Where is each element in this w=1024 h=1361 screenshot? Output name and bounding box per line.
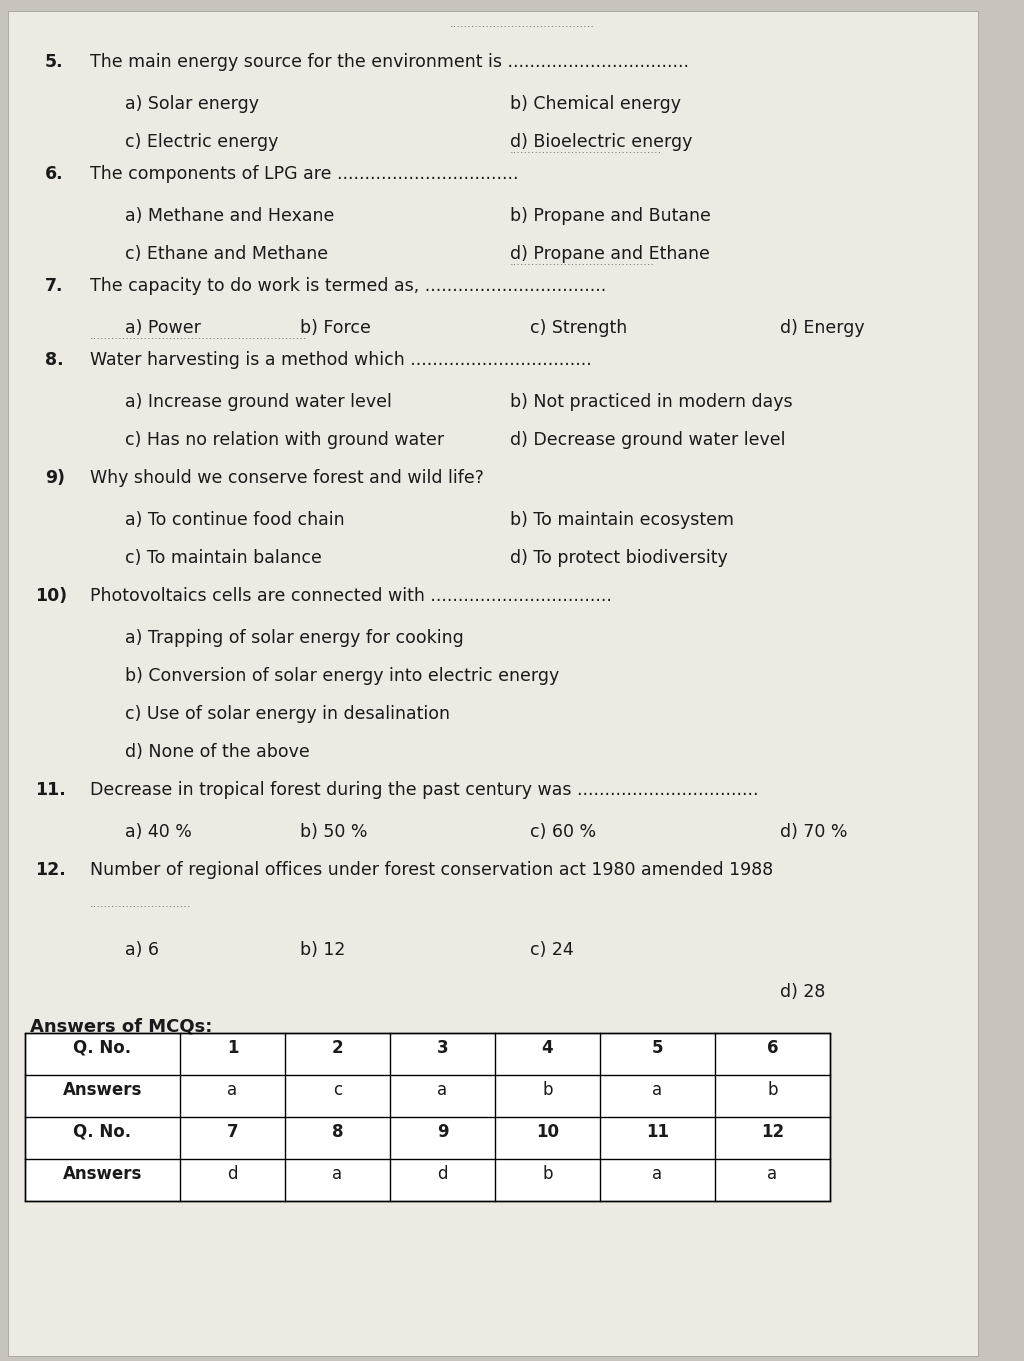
Text: 11.: 11. (35, 781, 66, 799)
Text: d: d (437, 1165, 447, 1183)
Text: Decrease in tropical forest during the past century was ........................: Decrease in tropical forest during the p… (90, 781, 759, 799)
Text: d) To protect biodiversity: d) To protect biodiversity (510, 548, 728, 568)
Text: d) Bioelectric energy: d) Bioelectric energy (510, 133, 692, 151)
Text: a: a (652, 1081, 663, 1098)
Text: 6.: 6. (45, 165, 63, 182)
Text: 1: 1 (226, 1038, 239, 1057)
Text: b) Propane and Butane: b) Propane and Butane (510, 207, 711, 225)
Text: Answers of MCQs:: Answers of MCQs: (30, 1018, 212, 1036)
Text: a: a (437, 1081, 447, 1098)
Text: 11: 11 (646, 1123, 669, 1141)
Text: The components of LPG are .................................: The components of LPG are ..............… (90, 165, 518, 182)
Bar (25, 1033, 830, 1075)
Text: Q. No.: Q. No. (74, 1123, 131, 1141)
Text: b) 12: b) 12 (300, 940, 345, 960)
Text: a: a (652, 1165, 663, 1183)
Text: Number of regional offices under forest conservation act 1980 amended 1988: Number of regional offices under forest … (90, 862, 773, 879)
Text: d) Energy: d) Energy (780, 318, 864, 338)
Text: 3: 3 (436, 1038, 449, 1057)
Text: d) Decrease ground water level: d) Decrease ground water level (510, 431, 785, 449)
Text: b) Force: b) Force (300, 318, 371, 338)
Text: d) 28: d) 28 (780, 983, 825, 1000)
Text: ............................................................: ........................................… (90, 331, 307, 342)
Text: 8.: 8. (45, 351, 63, 369)
Text: 4: 4 (542, 1038, 553, 1057)
Bar (25, 1033, 830, 1200)
Text: a) Solar energy: a) Solar energy (125, 95, 259, 113)
Text: c) Ethane and Methane: c) Ethane and Methane (125, 245, 328, 263)
Text: c) 60 %: c) 60 % (530, 823, 596, 841)
Text: a) Trapping of solar energy for cooking: a) Trapping of solar energy for cooking (125, 629, 464, 646)
Text: d) 70 %: d) 70 % (780, 823, 848, 841)
Text: c) To maintain balance: c) To maintain balance (125, 548, 322, 568)
Text: ............................: ............................ (90, 900, 191, 909)
Text: c) Use of solar energy in desalination: c) Use of solar energy in desalination (125, 705, 450, 723)
Text: a) 40 %: a) 40 % (125, 823, 191, 841)
Text: Why should we conserve forest and wild life?: Why should we conserve forest and wild l… (90, 470, 484, 487)
Text: b: b (543, 1081, 553, 1098)
Text: a: a (227, 1081, 238, 1098)
Text: Answers: Answers (62, 1081, 142, 1098)
Text: 8: 8 (332, 1123, 343, 1141)
Text: a) Methane and Hexane: a) Methane and Hexane (125, 207, 335, 225)
Text: ..........................................: ........................................… (510, 146, 663, 155)
Text: 12: 12 (761, 1123, 784, 1141)
Text: 6: 6 (767, 1038, 778, 1057)
Text: b: b (767, 1081, 778, 1098)
Text: a) To continue food chain: a) To continue food chain (125, 510, 345, 529)
Text: c) Has no relation with ground water: c) Has no relation with ground water (125, 431, 444, 449)
Text: The main energy source for the environment is .................................: The main energy source for the environme… (90, 53, 689, 71)
Text: 10: 10 (536, 1123, 559, 1141)
Text: c: c (333, 1081, 342, 1098)
Text: d: d (227, 1165, 238, 1183)
Text: Answers: Answers (62, 1165, 142, 1183)
Text: b) Conversion of solar energy into electric energy: b) Conversion of solar energy into elect… (125, 667, 559, 685)
Text: c) 24: c) 24 (530, 940, 573, 960)
Text: 10): 10) (35, 587, 68, 606)
Text: b) 50 %: b) 50 % (300, 823, 368, 841)
Text: c) Electric energy: c) Electric energy (125, 133, 279, 151)
Text: a) Increase ground water level: a) Increase ground water level (125, 393, 392, 411)
Text: c) Strength: c) Strength (530, 318, 628, 338)
Text: The capacity to do work is termed as, .................................: The capacity to do work is termed as, ..… (90, 278, 606, 295)
Text: b: b (543, 1165, 553, 1183)
Text: 5: 5 (651, 1038, 664, 1057)
Text: Q. No.: Q. No. (74, 1038, 131, 1057)
Text: d) Propane and Ethane: d) Propane and Ethane (510, 245, 710, 263)
Text: 7: 7 (226, 1123, 239, 1141)
Text: 5.: 5. (45, 53, 63, 71)
Text: b) Not practiced in modern days: b) Not practiced in modern days (510, 393, 793, 411)
Text: a) 6: a) 6 (125, 940, 159, 960)
Text: Photovoltaics cells are connected with .................................: Photovoltaics cells are connected with .… (90, 587, 612, 606)
Text: 7.: 7. (45, 278, 63, 295)
Text: d) None of the above: d) None of the above (125, 743, 309, 761)
Text: 12.: 12. (35, 862, 66, 879)
Text: Water harvesting is a method which .................................: Water harvesting is a method which .....… (90, 351, 592, 369)
Text: a) Power: a) Power (125, 318, 201, 338)
Text: 2: 2 (332, 1038, 343, 1057)
Text: ........................................: ........................................ (450, 19, 595, 29)
Text: ........................................: ........................................ (510, 257, 655, 267)
Text: 9): 9) (45, 470, 65, 487)
Text: b) Chemical energy: b) Chemical energy (510, 95, 681, 113)
Text: a: a (333, 1165, 343, 1183)
Text: a: a (767, 1165, 777, 1183)
Text: 9: 9 (436, 1123, 449, 1141)
Bar (25, 1117, 830, 1160)
Text: b) To maintain ecosystem: b) To maintain ecosystem (510, 510, 734, 529)
